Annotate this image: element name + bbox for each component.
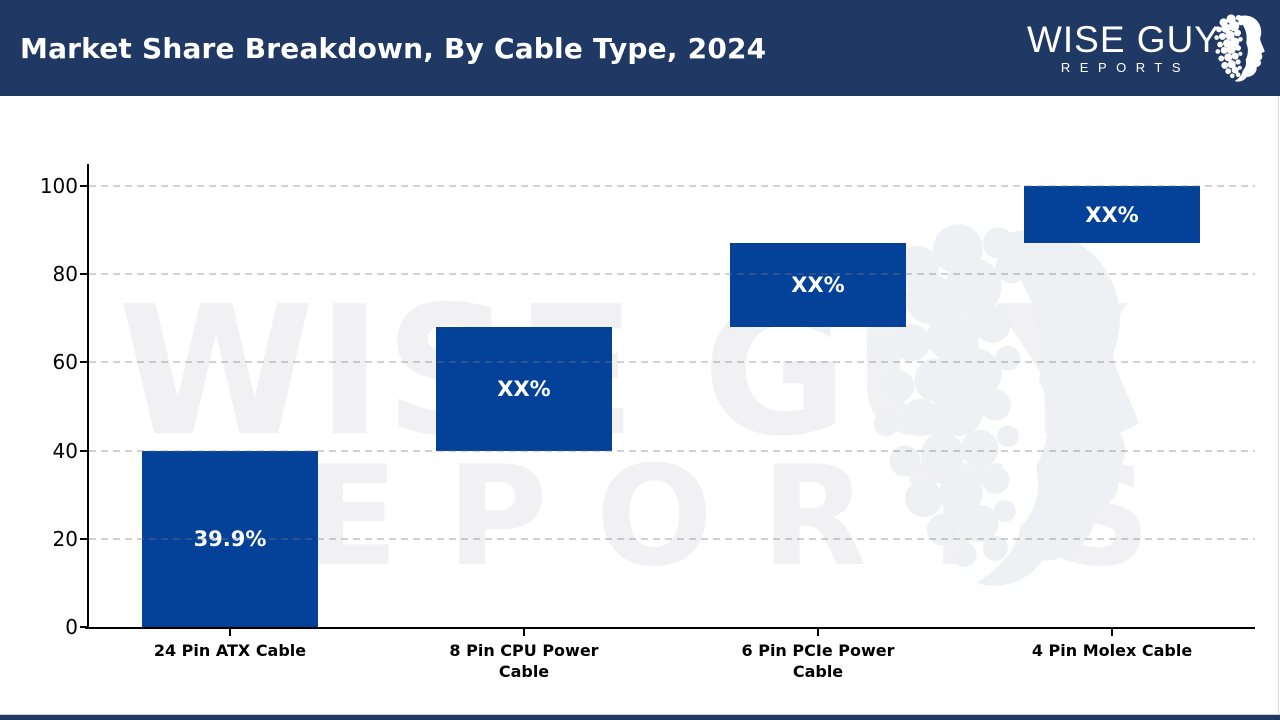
y-tick-label: 60 [52,350,78,374]
x-axis-label: 24 Pin ATX Cable [153,641,307,660]
right-border-line [1278,96,1279,714]
y-tick [80,273,88,275]
y-axis-line [87,164,89,629]
gridline [89,538,1255,540]
gridline [89,361,1255,363]
x-axis-label: 4 Pin Molex Cable [1031,641,1193,660]
x-axis-line [85,627,1255,629]
y-tick [80,185,88,187]
header-bar: Market Share Breakdown, By Cable Type, 2… [0,0,1280,96]
y-tick [80,450,88,452]
bar: XX% [436,327,612,451]
bar-value-label: 39.9% [193,527,267,551]
footer-bar [0,715,1280,720]
x-tick [1111,629,1113,636]
bar: 39.9% [142,451,318,627]
gridline [89,273,1255,275]
x-axis-label: 6 Pin PCIe Power Cable [741,641,895,681]
bar: XX% [1024,186,1200,243]
logo-wordmark: WISE GUY [1026,19,1220,60]
y-tick [80,626,88,628]
y-tick [80,361,88,363]
x-tick [817,629,819,636]
x-tick [229,629,231,636]
y-tick-label: 20 [52,527,78,551]
gridline [89,450,1255,452]
x-tick [523,629,525,636]
wise-guy-reports-logo: WISE GUY REPORTS [1027,6,1270,90]
watermark-text-line1: WISE GUY [118,268,1128,475]
x-axis-label: 8 Pin CPU Power Cable [449,641,599,681]
y-tick-label: 80 [52,262,78,286]
y-tick-label: 0 [65,615,78,639]
gridline [89,185,1255,187]
bar: XX% [730,243,906,327]
page-title: Market Share Breakdown, By Cable Type, 2… [20,31,767,65]
y-tick-label: 100 [39,174,78,198]
logo-text: WISE GUY REPORTS [1027,21,1220,75]
bar-value-label: XX% [791,273,845,297]
y-tick [80,538,88,540]
bottom-border-line [0,714,1280,715]
bar-value-label: XX% [1085,202,1139,227]
logo-subtitle: REPORTS [1060,60,1191,75]
bar-value-label: XX% [497,377,551,401]
logo-head-icon [1214,14,1265,82]
y-tick-label: 40 [52,439,78,463]
